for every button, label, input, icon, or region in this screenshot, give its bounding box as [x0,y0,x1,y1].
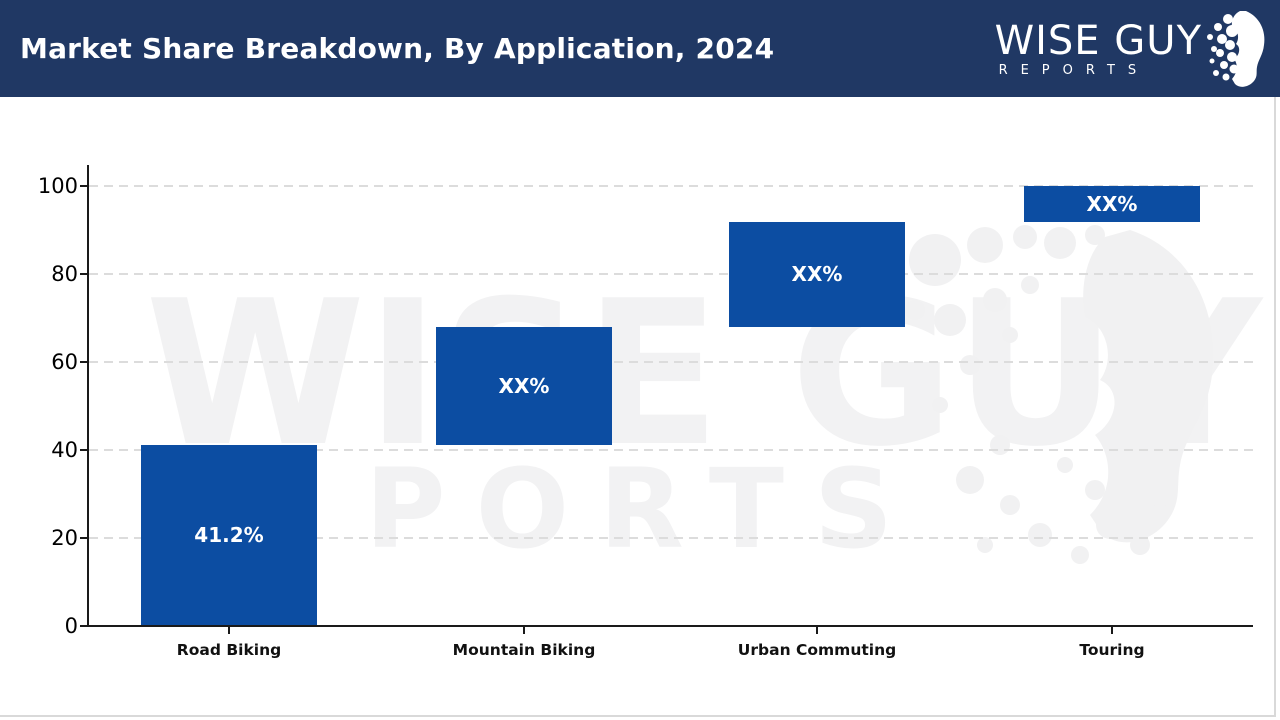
y-tick [80,537,88,539]
frame-bottom-line [0,715,1276,717]
bar [436,326,612,445]
x-axis-label: Touring [1079,641,1145,659]
y-tick [80,449,88,451]
x-axis-label: Mountain Biking [452,641,596,659]
y-tick [80,361,88,363]
y-tick-label: 80 [51,262,78,286]
watermark-face-icon [905,225,1214,564]
wiseguy-face-icon [1207,10,1265,87]
bar [141,444,317,626]
brand-subtitle: REPORTS [998,62,1150,78]
y-tick-label: 60 [51,350,78,374]
x-tick [523,627,525,634]
page-title: Market Share Breakdown, By Application, … [20,32,775,65]
brand-logo-text: WISE GUY REPORTS [995,21,1202,77]
gridline [89,273,1253,275]
x-axis-label: Road Biking [176,641,282,659]
y-tick-label: 40 [51,438,78,462]
x-tick [1111,627,1113,634]
brand-logo: WISE GUY REPORTS [995,9,1266,89]
y-tick-label: 20 [51,526,78,550]
brand-name: WISE GUY [994,17,1202,64]
bar-value-label: XX% [1086,192,1138,217]
y-tick-label: 0 [64,614,78,638]
x-tick [228,627,230,634]
x-axis-label: Urban Commuting [737,641,897,659]
frame-right-line [1274,97,1276,716]
watermark-text-line1: WISE GUY [145,258,1262,491]
y-tick-label: 100 [37,174,78,198]
bar [1024,186,1200,223]
x-tick [816,627,818,634]
gridline [89,185,1253,187]
gridline [89,361,1253,363]
bar [729,222,905,327]
y-tick [80,185,88,187]
app-header: Market Share Breakdown, By Application, … [0,0,1280,97]
bar-value-label: XX% [791,262,843,287]
y-tick [80,273,88,275]
gridline [89,449,1253,451]
y-tick [80,625,88,627]
x-axis-line [85,625,1253,627]
bar-value-label: 41.2% [194,523,264,548]
gridline [89,537,1253,539]
bar-value-label: XX% [498,373,550,398]
watermark-text-line2: PORTS [365,445,924,573]
y-axis-line [87,165,89,627]
